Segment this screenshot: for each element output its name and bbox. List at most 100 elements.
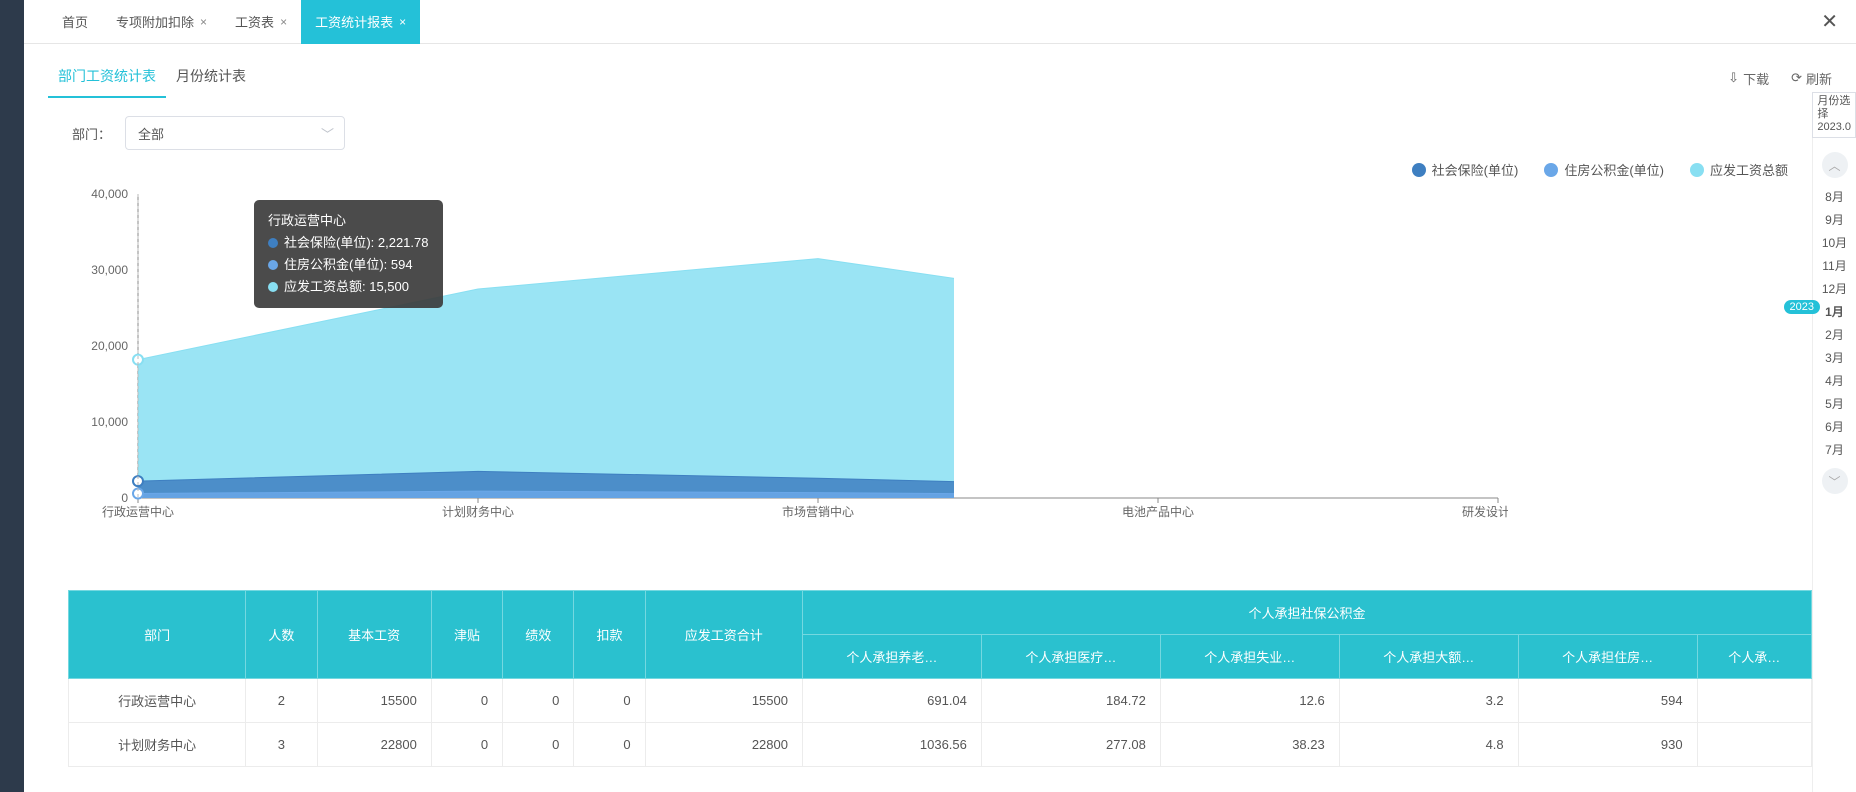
table-header: 个人承担养老…: [802, 635, 981, 679]
svg-text:电池产品中心: 电池产品中心: [1122, 504, 1194, 519]
sub-tab[interactable]: 部门工资统计表: [48, 58, 166, 98]
download-icon: ⇩: [1728, 70, 1739, 86]
svg-text:行政运营中心: 行政运营中心: [102, 504, 174, 519]
refresh-button[interactable]: ⟳刷新: [1791, 69, 1832, 88]
top-tab[interactable]: 工资统计报表×: [301, 0, 420, 44]
legend-dot-icon: [1544, 163, 1558, 177]
top-tab[interactable]: 首页: [48, 0, 102, 44]
month-item[interactable]: 10月: [1820, 234, 1849, 251]
year-badge: 2023: [1784, 300, 1820, 314]
table-row: 计划财务中心322800000228001036.56277.0838.234.…: [69, 723, 1812, 767]
top-tab-bar: 首页专项附加扣除×工资表×工资统计报表× ✕: [24, 0, 1856, 44]
table-cell: 0: [503, 723, 574, 767]
top-tab[interactable]: 工资表×: [221, 0, 301, 44]
refresh-icon: ⟳: [1791, 70, 1802, 86]
table-header-group: 个人承担社保公积金: [802, 591, 1811, 635]
chart-legend: 社会保险(单位) 住房公积金(单位) 应发工资总额: [1412, 160, 1788, 179]
month-item[interactable]: 1月: [1823, 303, 1846, 320]
table-header: 人数: [246, 591, 317, 679]
table-cell: 12.6: [1160, 679, 1339, 723]
table-cell: 594: [1518, 679, 1697, 723]
close-icon[interactable]: ×: [200, 15, 207, 29]
table-cell: 0: [574, 723, 645, 767]
svg-text:20,000: 20,000: [91, 339, 128, 353]
legend-dot-icon: [1412, 163, 1426, 177]
table-header: 扣款: [574, 591, 645, 679]
month-panel-handle[interactable]: 月份选择 2023.0: [1812, 92, 1856, 138]
month-item[interactable]: 3月: [1823, 349, 1846, 366]
table-header: 绩效: [503, 591, 574, 679]
month-list: 8月 9月 10月 11月 12月 1月 2月 3月 4月 5月 6月 7月: [1820, 188, 1849, 458]
svg-text:0: 0: [121, 491, 128, 505]
month-item[interactable]: 4月: [1823, 372, 1846, 389]
table-row: 行政运营中心21550000015500691.04184.7212.63.25…: [69, 679, 1812, 723]
month-item[interactable]: 6月: [1823, 418, 1846, 435]
table-cell: 691.04: [802, 679, 981, 723]
month-item[interactable]: 2月: [1823, 326, 1846, 343]
month-item[interactable]: 8月: [1823, 188, 1846, 205]
table-cell: 计划财务中心: [69, 723, 246, 767]
legend-item[interactable]: 住房公积金(单位): [1544, 160, 1664, 179]
table-cell: 38.23: [1160, 723, 1339, 767]
svg-text:40,000: 40,000: [91, 187, 128, 201]
table-cell: 184.72: [981, 679, 1160, 723]
dept-filter-label: 部门：: [72, 124, 111, 143]
close-all-icon[interactable]: ✕: [1821, 9, 1838, 34]
chevron-down-icon: ﹀: [321, 124, 334, 143]
month-item[interactable]: 5月: [1823, 395, 1846, 412]
table-cell: 3: [246, 723, 317, 767]
table-header: 个人承担大额…: [1339, 635, 1518, 679]
table-header: 个人承担失业…: [1160, 635, 1339, 679]
table-cell: 15500: [317, 679, 431, 723]
month-item[interactable]: 7月: [1823, 441, 1846, 458]
table-cell: 930: [1518, 723, 1697, 767]
table-cell: 0: [503, 679, 574, 723]
table-cell: 1036.56: [802, 723, 981, 767]
month-item[interactable]: 11月: [1820, 257, 1848, 274]
month-up-button[interactable]: ︿: [1822, 152, 1848, 178]
left-nav-rail[interactable]: [0, 0, 24, 792]
month-down-button[interactable]: ﹀: [1822, 468, 1848, 494]
legend-item[interactable]: 应发工资总额: [1690, 160, 1788, 179]
table-cell: 2: [246, 679, 317, 723]
sub-tab[interactable]: 月份统计表: [166, 58, 256, 98]
table-cell: 行政运营中心: [69, 679, 246, 723]
area-chart[interactable]: 0 10,000 20,000 30,000 40,000 行政运营中心 计划财务中心 市场营…: [68, 184, 1508, 528]
table-cell: 0: [431, 723, 502, 767]
table-header: 部门: [69, 591, 246, 679]
top-tab[interactable]: 专项附加扣除×: [102, 0, 221, 44]
table-cell: 3.2: [1339, 679, 1518, 723]
table-cell: [1697, 723, 1811, 767]
close-icon[interactable]: ×: [280, 15, 287, 29]
legend-item[interactable]: 社会保险(单位): [1412, 160, 1519, 179]
table-header: 个人承担住房…: [1518, 635, 1697, 679]
svg-text:10,000: 10,000: [91, 415, 128, 429]
svg-text:30,000: 30,000: [91, 263, 128, 277]
table-header: 个人承…: [1697, 635, 1811, 679]
table-header: 个人承担医疗…: [981, 635, 1160, 679]
dept-filter-value: 全部: [138, 124, 164, 143]
table-cell: 0: [431, 679, 502, 723]
table-cell: 15500: [645, 679, 802, 723]
month-item[interactable]: 12月: [1820, 280, 1849, 297]
svg-text:市场营销中心: 市场营销中心: [782, 504, 854, 519]
chart-area: 社会保险(单位) 住房公积金(单位) 应发工资总额 0 10,000 20,000 30,…: [68, 160, 1812, 560]
data-table-wrap: 部门人数基本工资津贴绩效扣款应发工资合计个人承担社保公积金个人承担养老…个人承担…: [68, 590, 1812, 767]
dept-filter-dropdown[interactable]: 全部 ﹀: [125, 116, 345, 150]
table-header: 津贴: [431, 591, 502, 679]
sub-tab-bar: 部门工资统计表月份统计表 ⇩下载 ⟳刷新: [24, 44, 1856, 98]
close-icon[interactable]: ×: [399, 15, 406, 29]
month-side-panel: 月份选择 2023.0 ︿ 8月 9月 10月 11月 12月 1月 2月 3月 4月 5月 6月 7…: [1812, 92, 1856, 792]
table-cell: [1697, 679, 1811, 723]
table-cell: 22800: [645, 723, 802, 767]
table-header: 基本工资: [317, 591, 431, 679]
svg-text:计划财务中心: 计划财务中心: [442, 504, 514, 519]
table-cell: 277.08: [981, 723, 1160, 767]
data-table: 部门人数基本工资津贴绩效扣款应发工资合计个人承担社保公积金个人承担养老…个人承担…: [68, 590, 1812, 767]
download-button[interactable]: ⇩下载: [1728, 69, 1769, 88]
table-cell: 4.8: [1339, 723, 1518, 767]
table-cell: 0: [574, 679, 645, 723]
svg-text:研发设计中心: 研发设计中心: [1462, 504, 1508, 519]
month-item[interactable]: 9月: [1823, 211, 1846, 228]
legend-dot-icon: [1690, 163, 1704, 177]
